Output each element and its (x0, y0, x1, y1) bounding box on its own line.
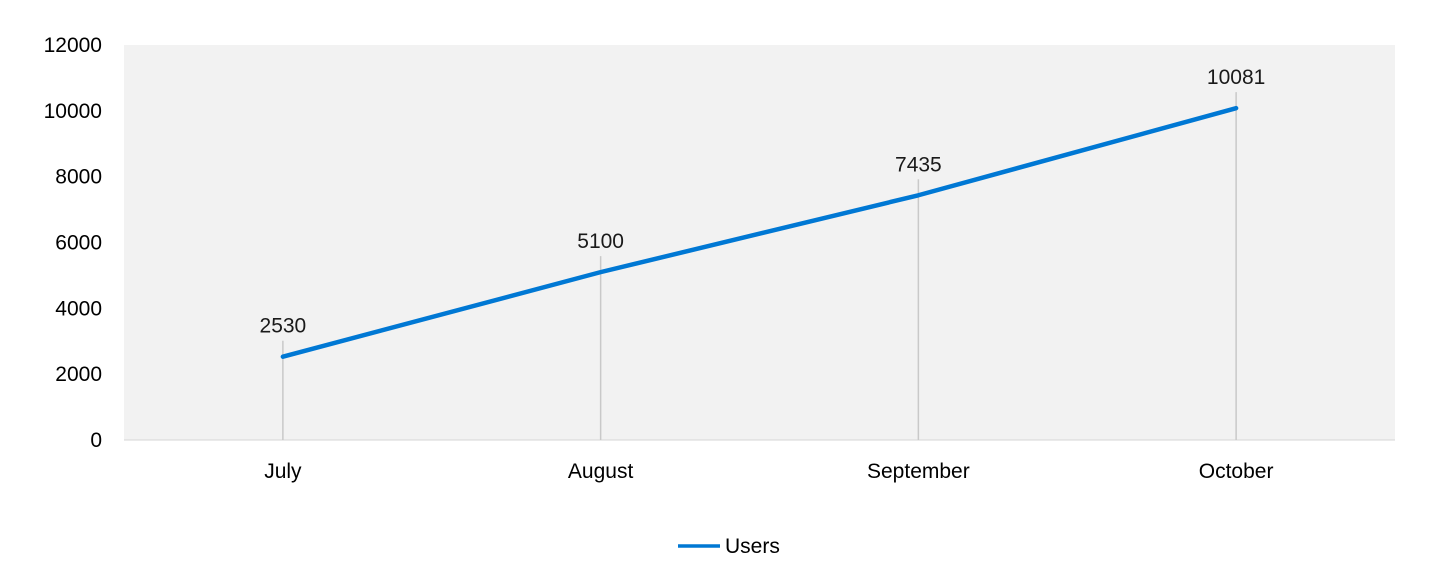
plot-area (124, 45, 1395, 440)
data-point-label: 2530 (260, 315, 307, 338)
x-axis-category-label: October (1199, 460, 1274, 483)
data-point-label: 5100 (577, 230, 624, 253)
y-axis-tick-label: 4000 (55, 297, 102, 320)
y-axis-tick-label: 2000 (55, 363, 102, 386)
y-axis-tick-label: 0 (90, 429, 102, 452)
legend-label-users: Users (725, 535, 780, 558)
x-axis-category-label: August (568, 460, 634, 483)
y-axis-tick-label: 10000 (44, 100, 102, 123)
y-axis-tick-label: 12000 (44, 34, 102, 57)
data-point-label: 7435 (895, 153, 942, 176)
data-point-label: 10081 (1207, 66, 1265, 89)
users-series-line (280, 105, 1239, 359)
y-axis-tick-label: 8000 (55, 166, 102, 189)
x-axis-category-label: July (264, 460, 302, 483)
y-axis-tick-label: 6000 (55, 232, 102, 255)
x-axis-category-label: September (867, 460, 970, 483)
